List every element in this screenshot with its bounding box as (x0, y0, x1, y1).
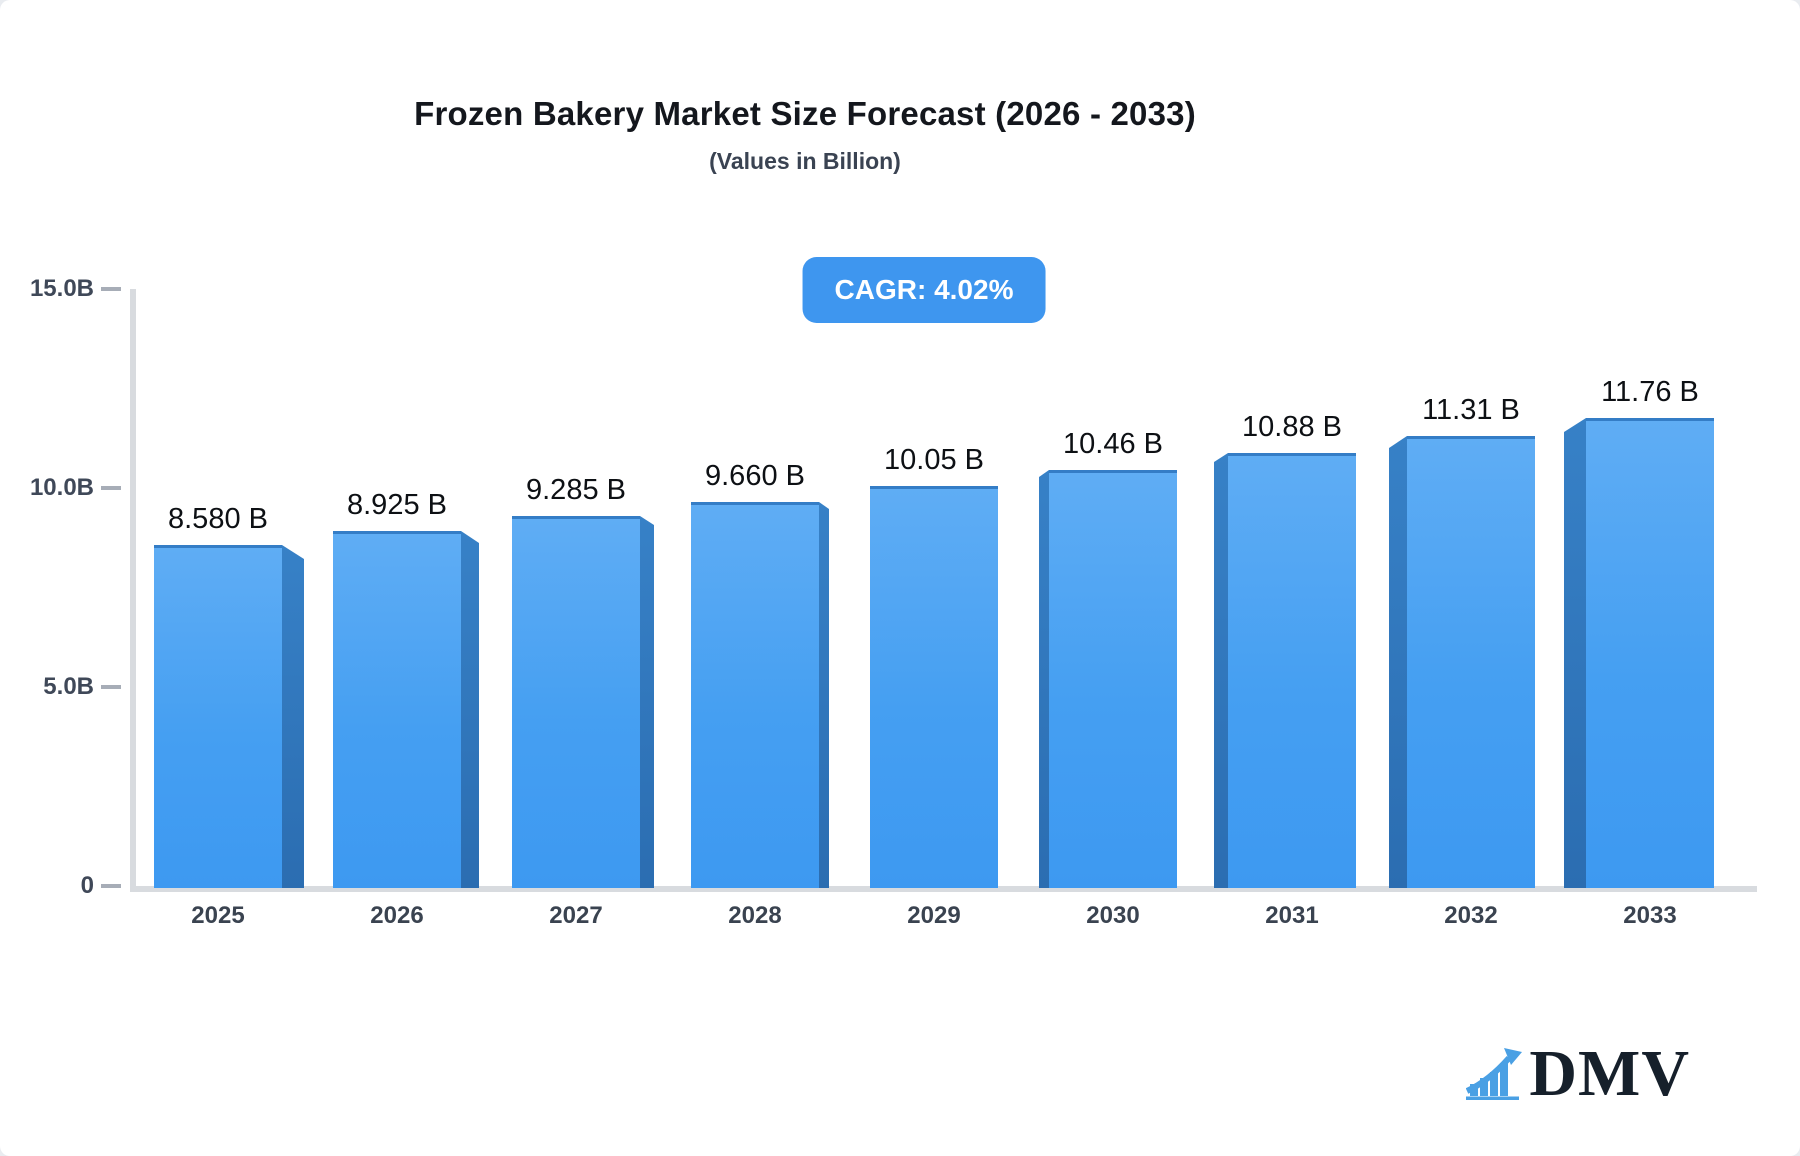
x-axis-label-2030: 2030 (1086, 902, 1140, 929)
y-axis-tick (101, 287, 121, 291)
bar-2030 (1039, 470, 1177, 888)
bar-face (1586, 418, 1714, 888)
bar-side-face (1214, 453, 1228, 888)
bar-value-label-2025: 8.580 B (168, 503, 268, 535)
x-axis-label-2028: 2028 (728, 902, 782, 929)
bar-value-label-2027: 9.285 B (526, 474, 626, 506)
x-axis-label-2033: 2033 (1623, 902, 1677, 929)
y-axis-line (130, 289, 136, 892)
bar-face (1049, 470, 1177, 888)
bar-side-face (461, 531, 479, 888)
bar-side-face (1389, 436, 1407, 888)
brand-logo: DMV (1466, 1037, 1690, 1110)
bar-side-face (1039, 470, 1049, 888)
bar-face (512, 516, 640, 888)
bar-2033 (1564, 418, 1714, 888)
x-axis-label-2026: 2026 (370, 902, 424, 929)
cagr-badge: CAGR: 4.02% (802, 257, 1046, 323)
bar-2032 (1389, 436, 1535, 888)
bar-value-label-2026: 8.925 B (347, 489, 447, 521)
bar-2025 (154, 545, 304, 888)
x-axis-label-2027: 2027 (549, 902, 603, 929)
y-axis-tick-label: 15.0B (29, 275, 94, 302)
bar-2026 (333, 531, 479, 888)
bar-face (1228, 453, 1356, 888)
bar-face (333, 531, 461, 888)
y-axis-tick-label: 5.0B (43, 673, 94, 700)
chart-subtitle: (Values in Billion) (709, 148, 901, 174)
chart-title: Frozen Bakery Market Size Forecast (2026… (414, 95, 1196, 132)
bar-2031 (1214, 453, 1356, 888)
x-axis-label-2029: 2029 (907, 902, 961, 929)
bar-side-face (1564, 418, 1586, 888)
bar-face (870, 486, 998, 888)
bar-2029 (870, 486, 998, 888)
y-axis-tick (101, 685, 121, 689)
bar-side-face (282, 545, 304, 888)
bar-face (691, 502, 819, 888)
bar-2028 (691, 502, 829, 888)
bar-side-face (640, 516, 654, 888)
bar-value-label-2032: 11.31 B (1422, 394, 1520, 426)
bar-value-label-2033: 11.76 B (1601, 376, 1699, 408)
x-axis-label-2031: 2031 (1265, 902, 1319, 929)
bar-face (154, 545, 282, 888)
x-axis-line (130, 886, 1757, 892)
bar-side-face (819, 502, 829, 888)
bar-value-label-2030: 10.46 B (1063, 428, 1163, 460)
y-axis-tick-label: 0 (80, 872, 94, 899)
bar-value-label-2029: 10.05 B (884, 444, 984, 476)
bar-value-label-2028: 9.660 B (705, 460, 805, 492)
bar-value-label-2031: 10.88 B (1242, 411, 1342, 443)
brand-logo-text: DMV (1529, 1037, 1690, 1110)
y-axis-tick (101, 486, 121, 490)
x-axis-label-2032: 2032 (1444, 902, 1498, 929)
bar-2027 (512, 516, 654, 888)
x-axis-label-2025: 2025 (191, 902, 245, 929)
bar-face (1407, 436, 1535, 888)
growth-bar-chart-icon (1466, 1048, 1523, 1100)
y-axis-tick-label: 10.0B (29, 474, 94, 501)
y-axis-tick (101, 884, 121, 888)
